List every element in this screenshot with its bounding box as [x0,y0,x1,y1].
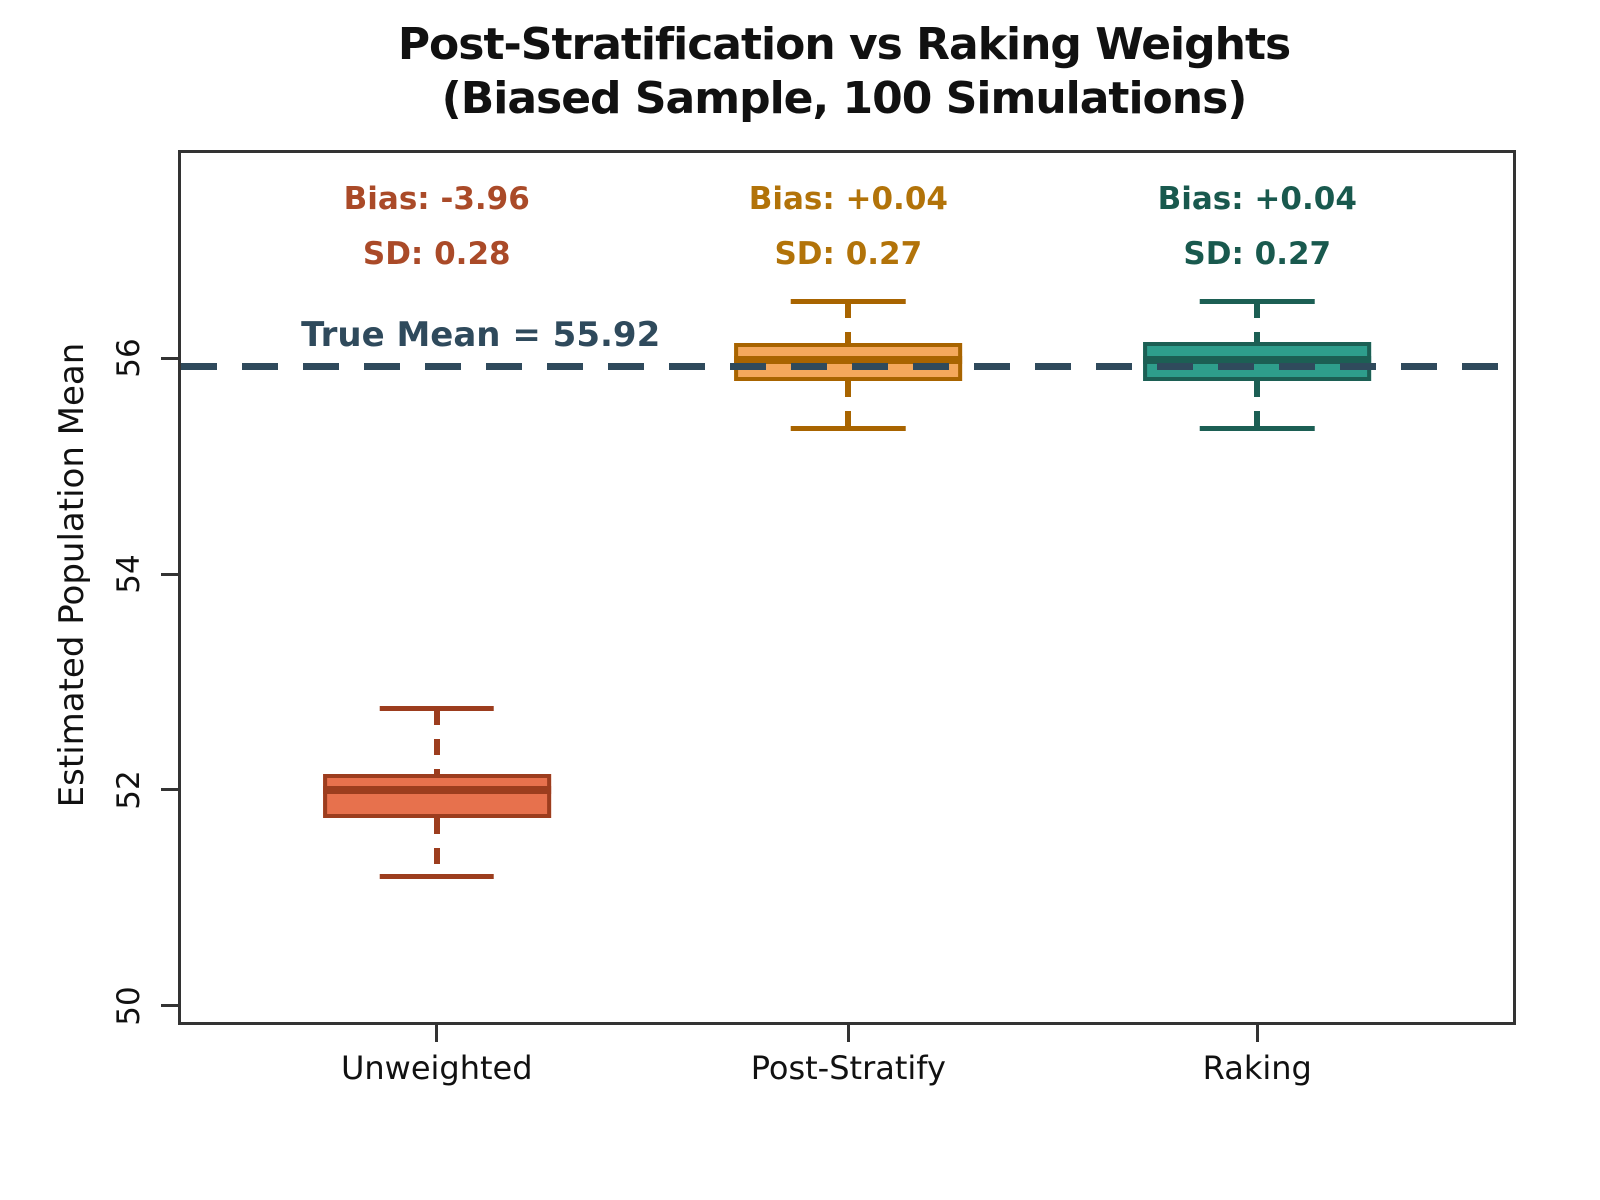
median-line [734,356,963,365]
lower-whisker [433,817,440,877]
median-line [322,785,551,794]
upper-whisker [433,708,440,774]
upper-whisker-cap [379,706,495,712]
lower-whisker [845,380,852,429]
lower-whisker-cap [1199,425,1315,431]
annotation-sd: SD: 0.28 [362,236,511,272]
true-mean-line [181,363,1513,371]
x-tick-label: Unweighted [340,1049,533,1087]
upper-whisker-cap [1199,299,1315,305]
upper-whisker [845,301,852,343]
x-tick-label: Raking [1202,1049,1312,1087]
lower-whisker [1254,380,1261,429]
iqr-box [322,773,551,818]
chart-title: Post-Stratification vs Raking Weights (B… [178,18,1510,126]
x-tick [435,1025,439,1042]
x-tick-label: Post-Stratify [750,1049,946,1087]
plot-panel: 50 52 54 56 True Mean = 55.92 Bias: -3.96 SD: … [111,150,1516,1087]
x-tick [1255,1025,1259,1042]
y-tick [161,788,178,792]
y-axis-label: Estimated Population Mean [52,342,92,808]
y-tick-label: 54 [111,554,147,594]
chart-title-line1: Post-Stratification vs Raking Weights [397,19,1291,70]
y-tick [161,572,178,576]
median-line [1143,356,1372,365]
y-tick [161,356,178,360]
y-tick-label: 52 [111,770,147,810]
x-tick [846,1025,850,1042]
upper-whisker-cap [791,299,906,305]
y-tick [161,1004,178,1008]
annotation-bias: Bias: +0.04 [748,181,948,217]
true-mean-label: True Mean = 55.92 [301,314,661,355]
upper-whisker [1254,301,1261,342]
lower-whisker-cap [791,425,906,431]
annotation-bias: Bias: +0.04 [1157,181,1357,217]
y-tick-label: 56 [111,338,147,378]
annotation-sd: SD: 0.27 [1183,236,1332,272]
annotation-sd: SD: 0.27 [774,236,923,272]
annotation-bias: Bias: -3.96 [343,181,530,217]
chart-title-line2: (Biased Sample, 100 Simulations) [441,73,1248,124]
y-tick-label: 50 [111,986,147,1026]
lower-whisker-cap [379,873,495,879]
